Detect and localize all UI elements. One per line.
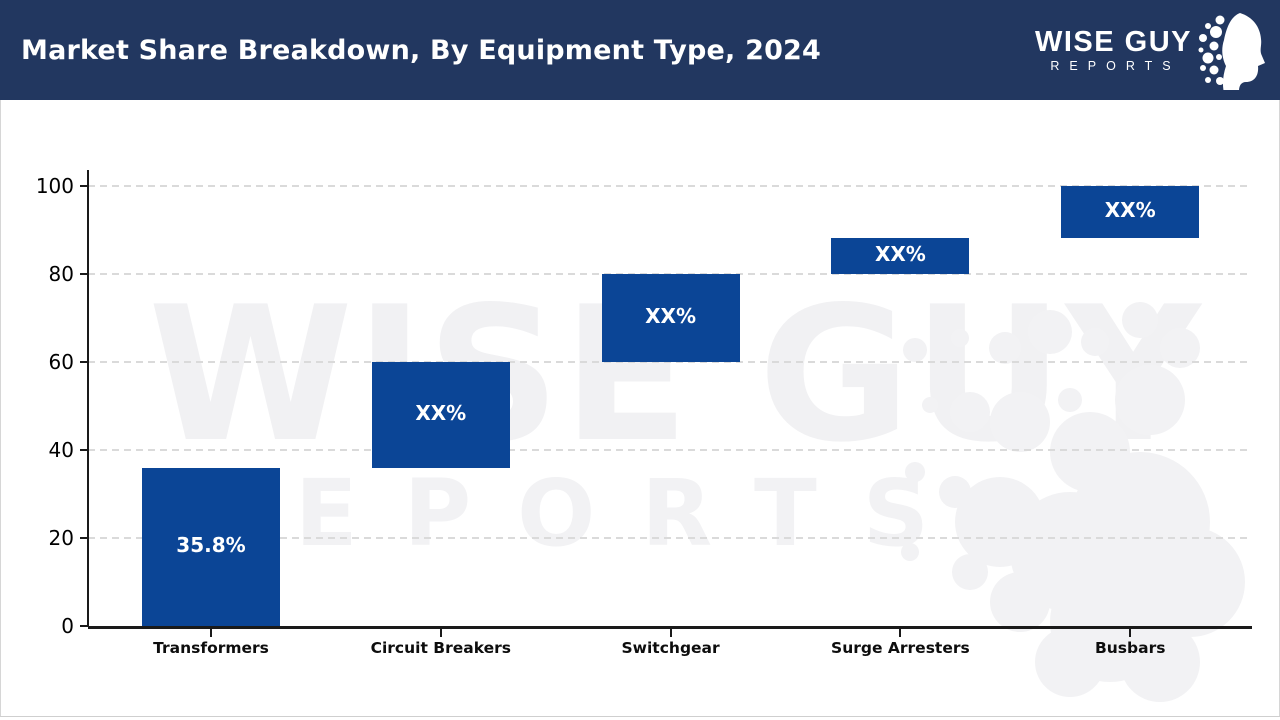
- watermark-face-icon: [901, 302, 1245, 702]
- x-tick: [1129, 629, 1132, 637]
- bar-value-label: XX%: [1104, 197, 1156, 222]
- gridline: [88, 185, 1252, 187]
- x-tick: [439, 629, 442, 637]
- category-label: Busbars: [1094, 639, 1166, 657]
- y-axis-line: [87, 170, 89, 627]
- plot-area: WISE GUY REPORTS 0 20 40 60 80 100 35.8% Transf…: [0, 100, 1280, 716]
- x-axis-line: [88, 626, 1252, 629]
- page-border-bottom: [0, 716, 1280, 717]
- category-label: Transformers: [153, 639, 269, 657]
- gridline: [88, 361, 1252, 363]
- logo-face-icon: [1198, 13, 1265, 90]
- y-tick: [80, 537, 88, 539]
- y-tick-label: 80: [48, 262, 74, 286]
- x-tick: [669, 629, 672, 637]
- bar: [142, 468, 280, 626]
- bar: [831, 237, 970, 274]
- category-label: Switchgear: [621, 639, 720, 657]
- watermark-text-2: REPORTS: [178, 460, 976, 567]
- gridline: [88, 537, 1252, 539]
- bar: [1061, 186, 1200, 238]
- x-tick: [210, 629, 212, 637]
- bar: [601, 274, 740, 362]
- bar-value-label: XX%: [645, 304, 697, 328]
- bar-value-label: XX%: [874, 241, 926, 266]
- y-tick-label: 100: [35, 174, 74, 198]
- y-tick-label: 40: [48, 438, 74, 462]
- page-border-left: [0, 100, 1, 716]
- y-tick-label: 0: [61, 614, 74, 638]
- header: Market Share Breakdown, By Equipment Typ…: [0, 0, 1280, 100]
- bar-value-label: XX%: [415, 401, 467, 426]
- bar-value-label: 35.8%: [176, 533, 246, 558]
- bar: [371, 362, 510, 469]
- y-tick-label: 20: [48, 526, 74, 550]
- y-tick: [80, 625, 88, 627]
- y-tick-label: 60: [48, 350, 74, 374]
- x-tick: [899, 629, 902, 637]
- y-tick: [80, 185, 88, 187]
- logo-wordmark: WISE GUY: [1034, 25, 1192, 58]
- wiseguy-logo: WISE GUY REPORTS: [1035, 10, 1266, 90]
- category-label: Surge Arresters: [831, 639, 970, 657]
- y-tick: [80, 449, 88, 451]
- logo-subtitle: REPORTS: [1050, 59, 1181, 74]
- y-tick: [80, 273, 88, 275]
- chart-title: Market Share Breakdown, By Equipment Typ…: [21, 34, 822, 66]
- y-tick: [80, 361, 88, 363]
- gridline: [88, 449, 1252, 451]
- category-label: Circuit Breakers: [370, 639, 511, 657]
